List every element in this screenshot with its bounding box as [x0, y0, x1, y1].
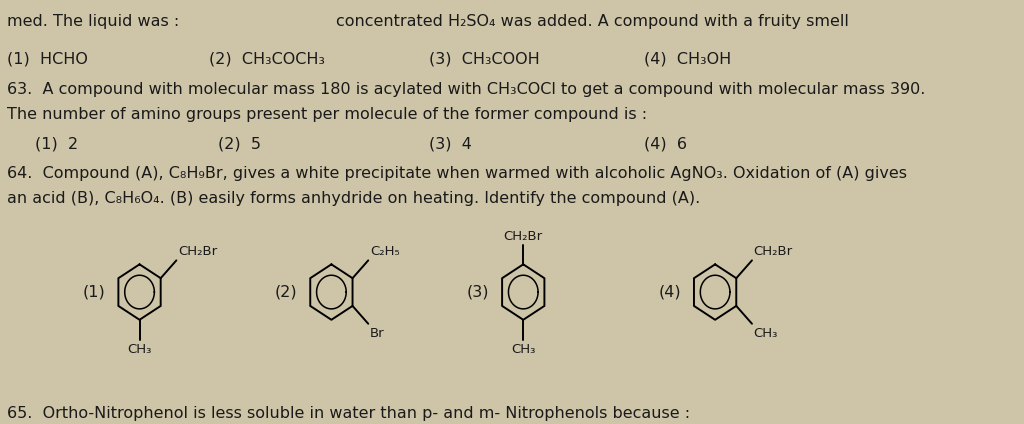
Text: an acid (B), C₈H₆O₄. (B) easily forms anhydride on heating. Identify the compoun: an acid (B), C₈H₆O₄. (B) easily forms an… — [7, 191, 700, 206]
Text: (2): (2) — [274, 285, 297, 300]
Text: Br: Br — [370, 327, 385, 340]
Text: (4)  6: (4) 6 — [644, 137, 687, 152]
Text: The number of amino groups present per molecule of the former compound is :: The number of amino groups present per m… — [7, 107, 647, 122]
Text: (3)  CH₃COOH: (3) CH₃COOH — [429, 51, 540, 67]
Text: (2)  5: (2) 5 — [218, 137, 261, 152]
Text: CH₃: CH₃ — [127, 343, 152, 356]
Text: CH₃: CH₃ — [511, 343, 536, 356]
Text: 63.  A compound with molecular mass 180 is acylated with CH₃COCl to get a compou: 63. A compound with molecular mass 180 i… — [7, 82, 926, 97]
Text: C₂H₅: C₂H₅ — [370, 245, 399, 258]
Text: (4): (4) — [658, 285, 681, 300]
Text: CH₂Br: CH₂Br — [754, 245, 793, 258]
Text: CH₃: CH₃ — [754, 327, 778, 340]
Text: CH₂Br: CH₂Br — [504, 229, 543, 243]
Text: (1)  HCHO: (1) HCHO — [7, 51, 88, 67]
Text: (3): (3) — [467, 285, 489, 300]
Text: CH₂Br: CH₂Br — [178, 245, 217, 258]
Text: (1)  2: (1) 2 — [35, 137, 78, 152]
Text: 64.  Compound (A), C₈H₉Br, gives a white precipitate when warmed with alcoholic : 64. Compound (A), C₈H₉Br, gives a white … — [7, 166, 907, 181]
Text: 65.  Ortho-Nitrophenol is less soluble in water than p- and m- Nitrophenols beca: 65. Ortho-Nitrophenol is less soluble in… — [7, 406, 690, 421]
Text: (3)  4: (3) 4 — [429, 137, 472, 152]
Text: (2)  CH₃COCH₃: (2) CH₃COCH₃ — [209, 51, 326, 67]
Text: (4)  CH₃OH: (4) CH₃OH — [644, 51, 731, 67]
Text: concentrated H₂SO₄ was added. A compound with a fruity smell: concentrated H₂SO₄ was added. A compound… — [336, 14, 849, 29]
Text: (1): (1) — [83, 285, 105, 300]
Text: med. The liquid was :: med. The liquid was : — [7, 14, 179, 29]
